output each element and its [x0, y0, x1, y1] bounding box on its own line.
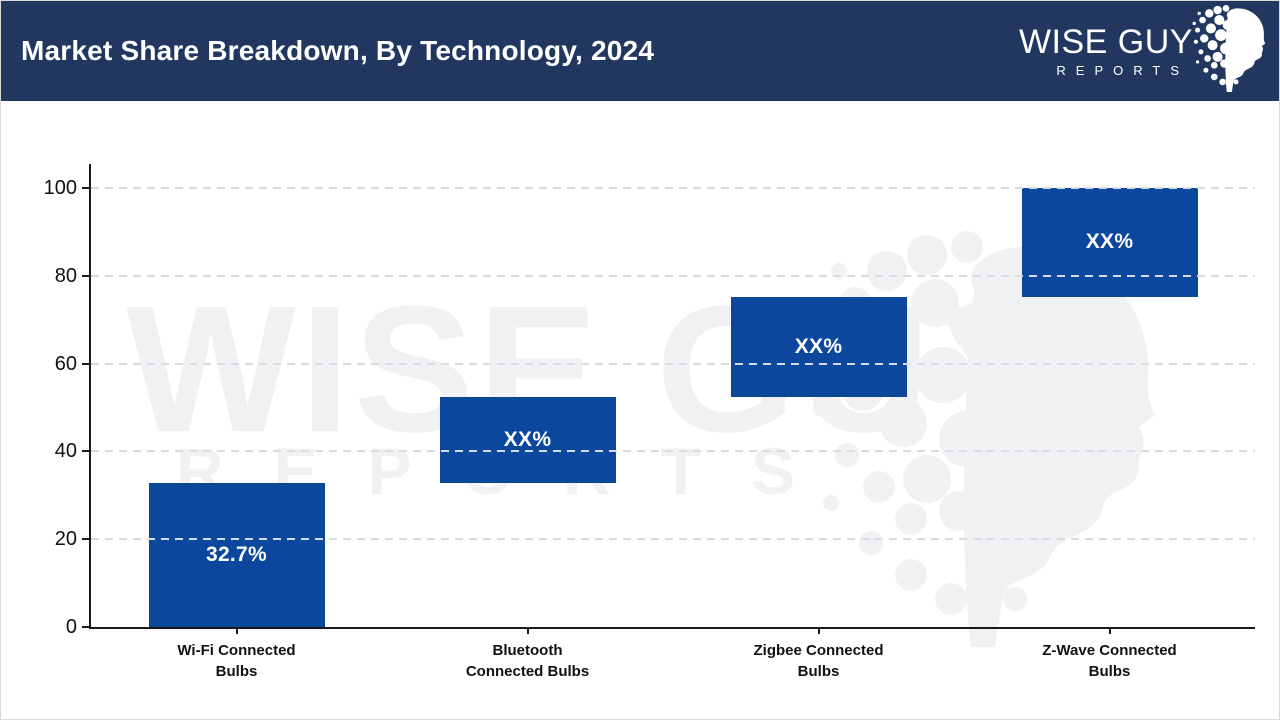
header-bar: Market Share Breakdown, By Technology, 2…: [1, 1, 1279, 101]
y-tick-label-100: 100: [43, 177, 77, 199]
bar-value-label: XX%: [1085, 230, 1134, 254]
y-tick-label-60: 60: [54, 352, 77, 375]
y-tick-label-0: 0: [65, 616, 77, 638]
x-category-label: Zigbee Connected Bulbs: [753, 642, 884, 680]
plot-area: 0 20 40 60 80 100 32.7% Wi-Fi Connected Bulbs XX…: [44, 164, 1255, 680]
logo-subtext: REPORTS: [1056, 63, 1189, 78]
y-tick-100: [82, 187, 90, 189]
bar-value-label: XX%: [794, 334, 843, 358]
x-category-label: Bluetooth Connected Bulbs: [465, 642, 590, 680]
chart-title: Market Share Breakdown, By Technology, 2…: [21, 35, 655, 66]
y-tick-60: [82, 362, 90, 365]
x-tick: [235, 629, 238, 634]
y-tick-label-20: 20: [54, 528, 77, 551]
x-category-label: Z-Wave Connected Bulbs: [1042, 642, 1177, 680]
y-tick-80: [82, 274, 90, 277]
bar-segment: XX%: [730, 296, 907, 397]
bar-segment: 32.7%: [148, 483, 325, 627]
x-tick: [817, 629, 820, 634]
bar-segment: XX%: [439, 396, 616, 484]
gridline-60: [91, 362, 1255, 365]
logo-head-icon: [1192, 5, 1266, 92]
logo-wordmark: WISE GUY: [1018, 23, 1193, 61]
y-tick-label-80: 80: [54, 264, 77, 287]
x-tick: [1108, 629, 1111, 634]
chart-area: WISE GUY REPORTS: [1, 101, 1279, 719]
y-tick-20: [82, 538, 90, 541]
y-tick-label-40: 40: [54, 440, 77, 463]
y-axis-line: [89, 164, 91, 629]
bar-value-label: XX%: [503, 427, 552, 451]
x-tick: [526, 629, 529, 634]
y-tick-0: [82, 626, 90, 628]
gridline-100: [91, 187, 1255, 189]
wiseguy-logo: WISE GUY REPORTS: [999, 1, 1279, 101]
gridline-20: [91, 538, 1255, 541]
gridline-80: [91, 274, 1255, 277]
gridline-40: [91, 450, 1255, 453]
y-tick-40: [82, 450, 90, 453]
x-axis-line: [89, 627, 1255, 629]
bar-segment: XX%: [1021, 188, 1198, 297]
x-category-label: Wi-Fi Connected Bulbs: [177, 642, 296, 680]
bar-value-label: 32.7%: [205, 543, 268, 567]
